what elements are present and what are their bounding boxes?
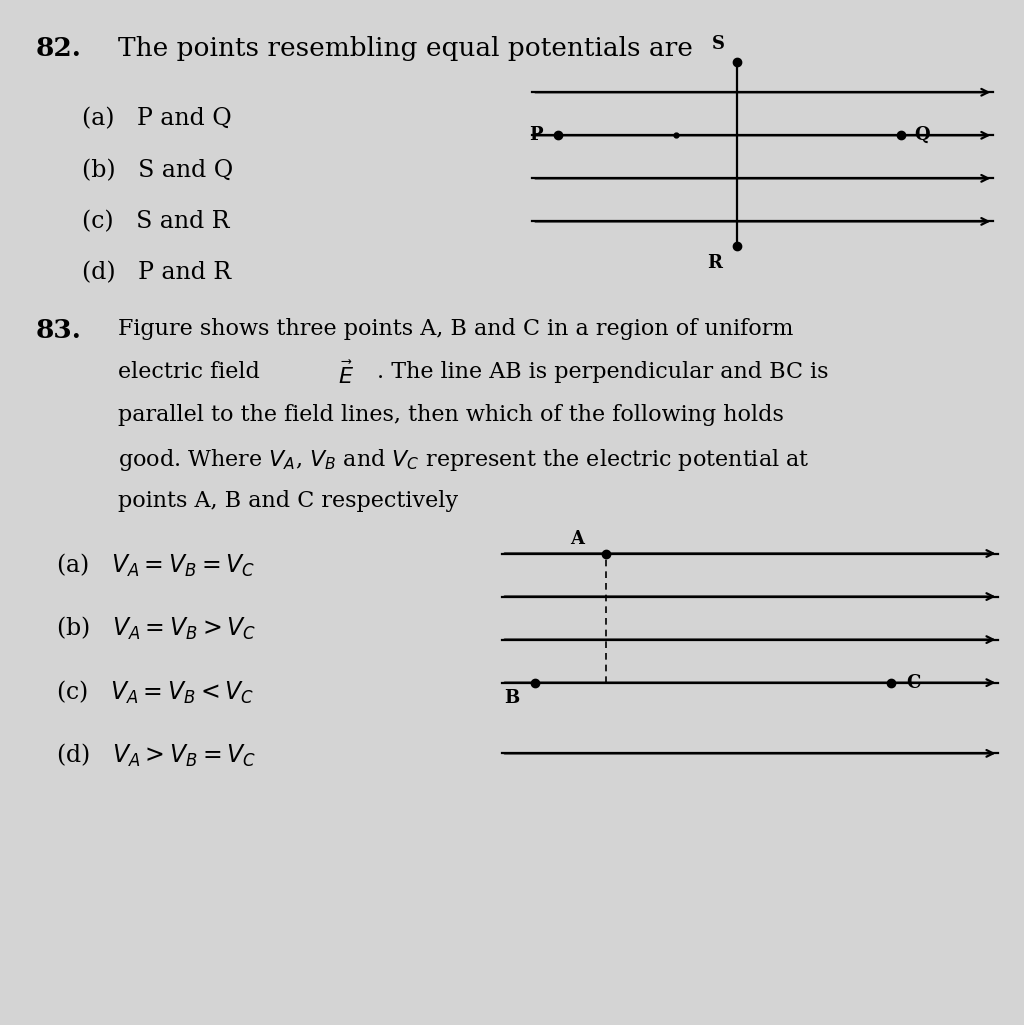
Text: parallel to the field lines, then which of the following holds: parallel to the field lines, then which … — [118, 404, 783, 425]
Text: S: S — [712, 35, 725, 53]
Text: $\vec{E}$: $\vec{E}$ — [338, 361, 354, 388]
Text: (d)   $V_A > V_B = V_C$: (d) $V_A > V_B = V_C$ — [56, 742, 256, 770]
Text: B: B — [504, 689, 519, 707]
Text: good. Where $V_A$, $V_B$ and $V_C$ represent the electric potential at: good. Where $V_A$, $V_B$ and $V_C$ repre… — [118, 447, 809, 473]
Text: (d)   P and R: (d) P and R — [82, 261, 231, 284]
Text: (b)   S and Q: (b) S and Q — [82, 159, 233, 181]
Text: (b)   $V_A = V_B > V_C$: (b) $V_A = V_B > V_C$ — [56, 615, 256, 643]
Text: Q: Q — [914, 126, 930, 145]
Text: C: C — [906, 673, 921, 692]
Text: electric field: electric field — [118, 361, 267, 382]
Text: P: P — [529, 126, 543, 145]
Text: (a)   P and Q: (a) P and Q — [82, 108, 231, 130]
Text: (c)   $V_A = V_B < V_C$: (c) $V_A = V_B < V_C$ — [56, 679, 255, 706]
Text: points A, B and C respectively: points A, B and C respectively — [118, 490, 458, 511]
Text: (c)   S and R: (c) S and R — [82, 210, 229, 233]
Text: 83.: 83. — [36, 318, 82, 342]
Text: . The line AB is perpendicular and BC is: . The line AB is perpendicular and BC is — [377, 361, 828, 382]
Text: (a)   $V_A = V_B = V_C$: (a) $V_A = V_B = V_C$ — [56, 551, 255, 579]
Text: The points resembling equal potentials are: The points resembling equal potentials a… — [118, 36, 692, 60]
Text: R: R — [707, 254, 722, 273]
Text: Figure shows three points A, B and C in a region of uniform: Figure shows three points A, B and C in … — [118, 318, 794, 339]
Text: A: A — [569, 530, 584, 548]
Text: 82.: 82. — [36, 36, 82, 60]
